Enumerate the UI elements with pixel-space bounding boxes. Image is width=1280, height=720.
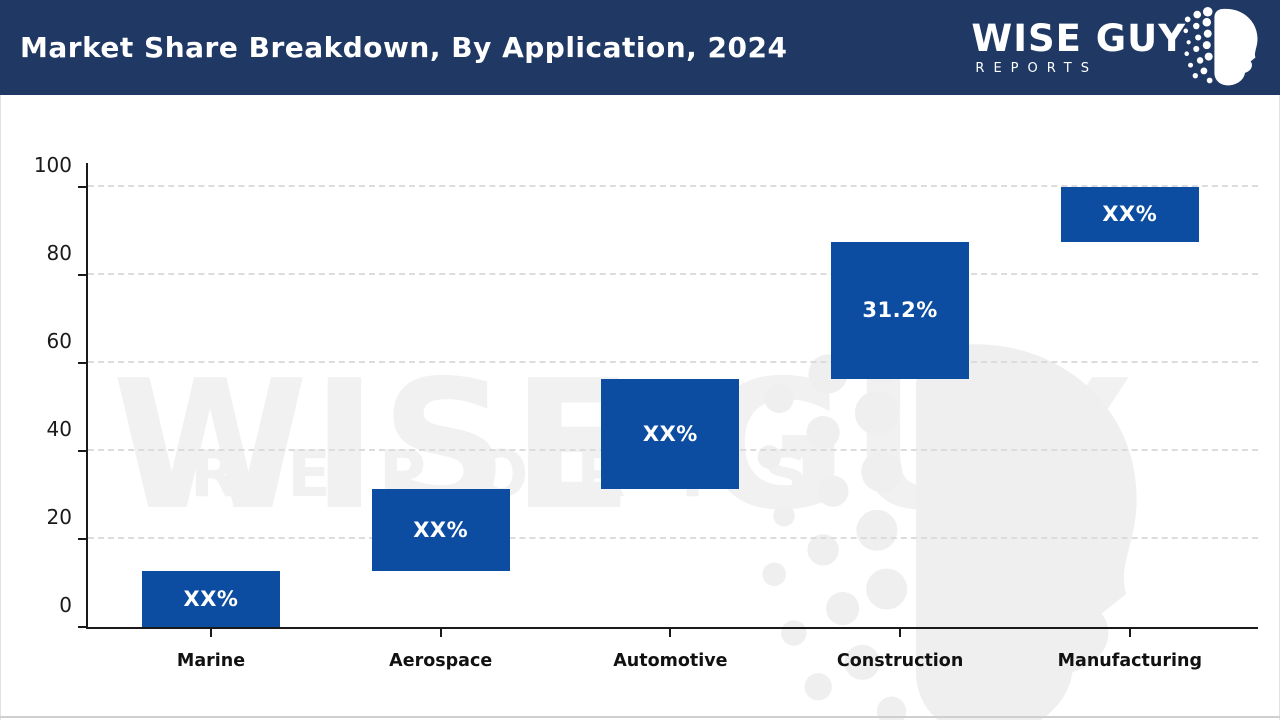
- bar-value-label: XX%: [183, 587, 239, 612]
- x-category-label: Automotive: [613, 651, 728, 671]
- gridline: [88, 185, 1258, 187]
- brand-name: WISE GUY: [971, 16, 1186, 60]
- y-tick-label: 100: [33, 153, 72, 177]
- bar-manufacturing: XX%: [1060, 187, 1199, 242]
- x-category-label: Manufacturing: [1057, 651, 1202, 671]
- x-tick-mark: [1128, 629, 1131, 637]
- y-tick-label: 80: [46, 241, 72, 265]
- y-tick-label: 40: [46, 417, 72, 441]
- chart-area: WISE GUY REPORTS 0 20 40 60 80 100 XX% Marine XX…: [0, 95, 1280, 720]
- gridline: [88, 361, 1258, 363]
- x-category-label: Marine: [176, 651, 246, 671]
- brand-face-icon: [1183, 6, 1258, 85]
- bar-value-label: 31.2%: [862, 298, 938, 323]
- brand-subname: REPORTS: [975, 60, 1099, 76]
- x-tick-mark: [210, 629, 212, 637]
- x-category-label: Aerospace: [389, 651, 493, 671]
- x-tick-mark: [669, 629, 672, 637]
- bar-construction: 31.2%: [831, 241, 970, 379]
- bar-automotive: XX%: [601, 378, 740, 489]
- y-tick-mark: [78, 186, 86, 188]
- page-title: Market Share Breakdown, By Application, …: [20, 31, 788, 64]
- bar-value-label: XX%: [1102, 202, 1158, 227]
- x-category-label: Construction: [836, 651, 964, 671]
- y-tick-mark: [78, 274, 86, 276]
- y-tick-mark: [78, 626, 86, 628]
- y-tick-label: 0: [59, 593, 72, 617]
- bar-value-label: XX%: [413, 517, 469, 542]
- y-tick-label: 60: [46, 329, 72, 353]
- x-tick-mark: [899, 629, 902, 637]
- gridline: [88, 273, 1258, 275]
- y-tick-label: 20: [46, 505, 72, 529]
- y-tick-mark: [78, 362, 86, 364]
- bar-marine: XX%: [142, 571, 280, 627]
- x-tick-mark: [439, 629, 442, 637]
- brand-logo: WISE GUY REPORTS: [971, 6, 1280, 90]
- bar-value-label: XX%: [642, 421, 698, 446]
- brand-logo-text: WISE GUY REPORTS: [971, 20, 1186, 76]
- header-bar: Market Share Breakdown, By Application, …: [0, 0, 1280, 95]
- plot-area: 0 20 40 60 80 100 XX% Marine XX% Aerospace XX% Auto…: [34, 153, 1258, 671]
- bottom-border: [0, 716, 1280, 718]
- gridline: [88, 537, 1258, 539]
- y-tick-mark: [78, 538, 86, 540]
- y-axis-line: [86, 163, 88, 627]
- x-axis-line: [86, 627, 1258, 629]
- bar-aerospace: XX%: [371, 488, 510, 572]
- left-border: [0, 95, 1, 720]
- y-tick-mark: [78, 450, 86, 452]
